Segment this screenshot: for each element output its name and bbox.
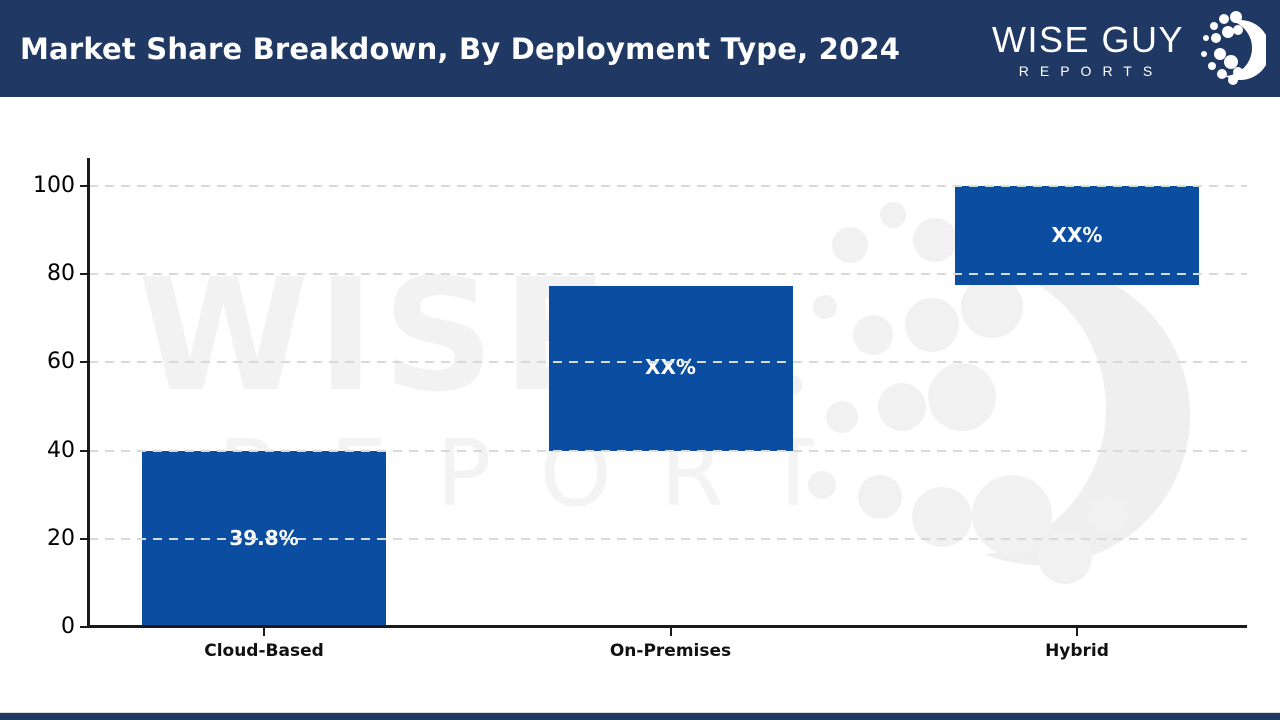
- y-tick-label-0: 0: [61, 614, 75, 639]
- x-tick-1: [669, 628, 672, 636]
- x-category-label-2: Hybrid: [1045, 641, 1109, 661]
- logo-text: WISE GUY REPORTS: [991, 18, 1184, 79]
- bar-hybrid: XX%: [955, 186, 1199, 286]
- x-category-label-1: On-Premises: [609, 641, 732, 661]
- logo-head-icon: [1196, 11, 1266, 85]
- y-tick-60: [80, 361, 89, 364]
- gridline-80: [89, 273, 1247, 276]
- bar-value-label: XX%: [645, 355, 696, 380]
- y-tick-label-60: 60: [47, 349, 75, 375]
- bar-on-premises: XX%: [548, 285, 793, 452]
- y-tick-0: [80, 626, 89, 628]
- x-category-label-0: Cloud-Based: [204, 641, 324, 661]
- footer-accent-bar: [0, 713, 1280, 720]
- gridline-40: [89, 449, 1247, 452]
- y-tick-80: [80, 273, 89, 276]
- y-tick-label-20: 20: [47, 525, 75, 551]
- header-bar: Market Share Breakdown, By Deployment Ty…: [0, 0, 1280, 97]
- watermark-wise-text: WISE: [138, 245, 617, 426]
- footer-divider: [0, 712, 1280, 713]
- x-tick-2: [1076, 628, 1078, 636]
- y-tick-40: [80, 449, 89, 452]
- y-tick-100: [80, 185, 89, 187]
- x-tick-0: [263, 628, 265, 636]
- y-tick-20: [80, 537, 89, 540]
- y-tick-label-100: 100: [33, 173, 75, 198]
- gridline-20: [89, 537, 1247, 540]
- y-tick-label-80: 80: [47, 261, 75, 287]
- bar-value-label: XX%: [1051, 222, 1103, 247]
- x-axis-line: [87, 625, 1247, 628]
- gridline-60: [89, 361, 1247, 364]
- y-tick-label-40: 40: [47, 437, 75, 463]
- gridline-100: [89, 185, 1247, 187]
- logo-subtitle: REPORTS: [1018, 62, 1164, 79]
- logo-wordmark: WISE GUY: [991, 18, 1184, 60]
- wise-guy-reports-logo: WISE GUY REPORTS: [992, 8, 1266, 92]
- page-title: Market Share Breakdown, By Deployment Ty…: [20, 31, 901, 66]
- y-axis-line: [87, 158, 90, 628]
